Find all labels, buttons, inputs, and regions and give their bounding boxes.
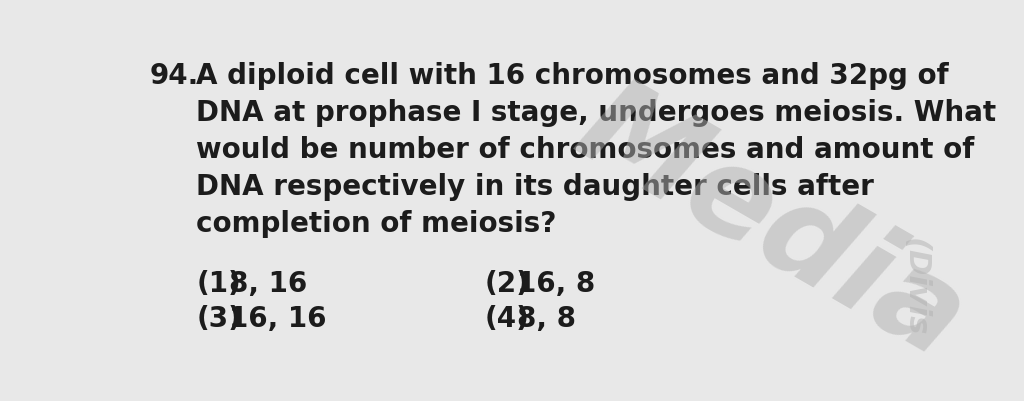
Text: Media: Media (557, 66, 986, 384)
Text: DNA at prophase I stage, undergoes meiosis. What: DNA at prophase I stage, undergoes meios… (197, 99, 996, 127)
Text: (4): (4) (484, 305, 529, 333)
Text: (1): (1) (197, 270, 241, 298)
Text: A diploid cell with 16 chromosomes and 32pg of: A diploid cell with 16 chromosomes and 3… (197, 62, 949, 90)
Text: 16, 16: 16, 16 (228, 305, 327, 333)
Text: 16, 8: 16, 8 (517, 270, 595, 298)
Text: would be number of chromosomes and amount of: would be number of chromosomes and amoun… (197, 136, 975, 164)
Text: (2): (2) (484, 270, 529, 298)
Text: (Divis: (Divis (901, 238, 930, 336)
Text: (3): (3) (197, 305, 241, 333)
Text: DNA respectively in its daughter cells after: DNA respectively in its daughter cells a… (197, 173, 874, 201)
Text: 8, 16: 8, 16 (228, 270, 307, 298)
Text: 94.: 94. (150, 62, 199, 90)
Text: completion of meiosis?: completion of meiosis? (197, 210, 557, 238)
Text: 8, 8: 8, 8 (517, 305, 577, 333)
